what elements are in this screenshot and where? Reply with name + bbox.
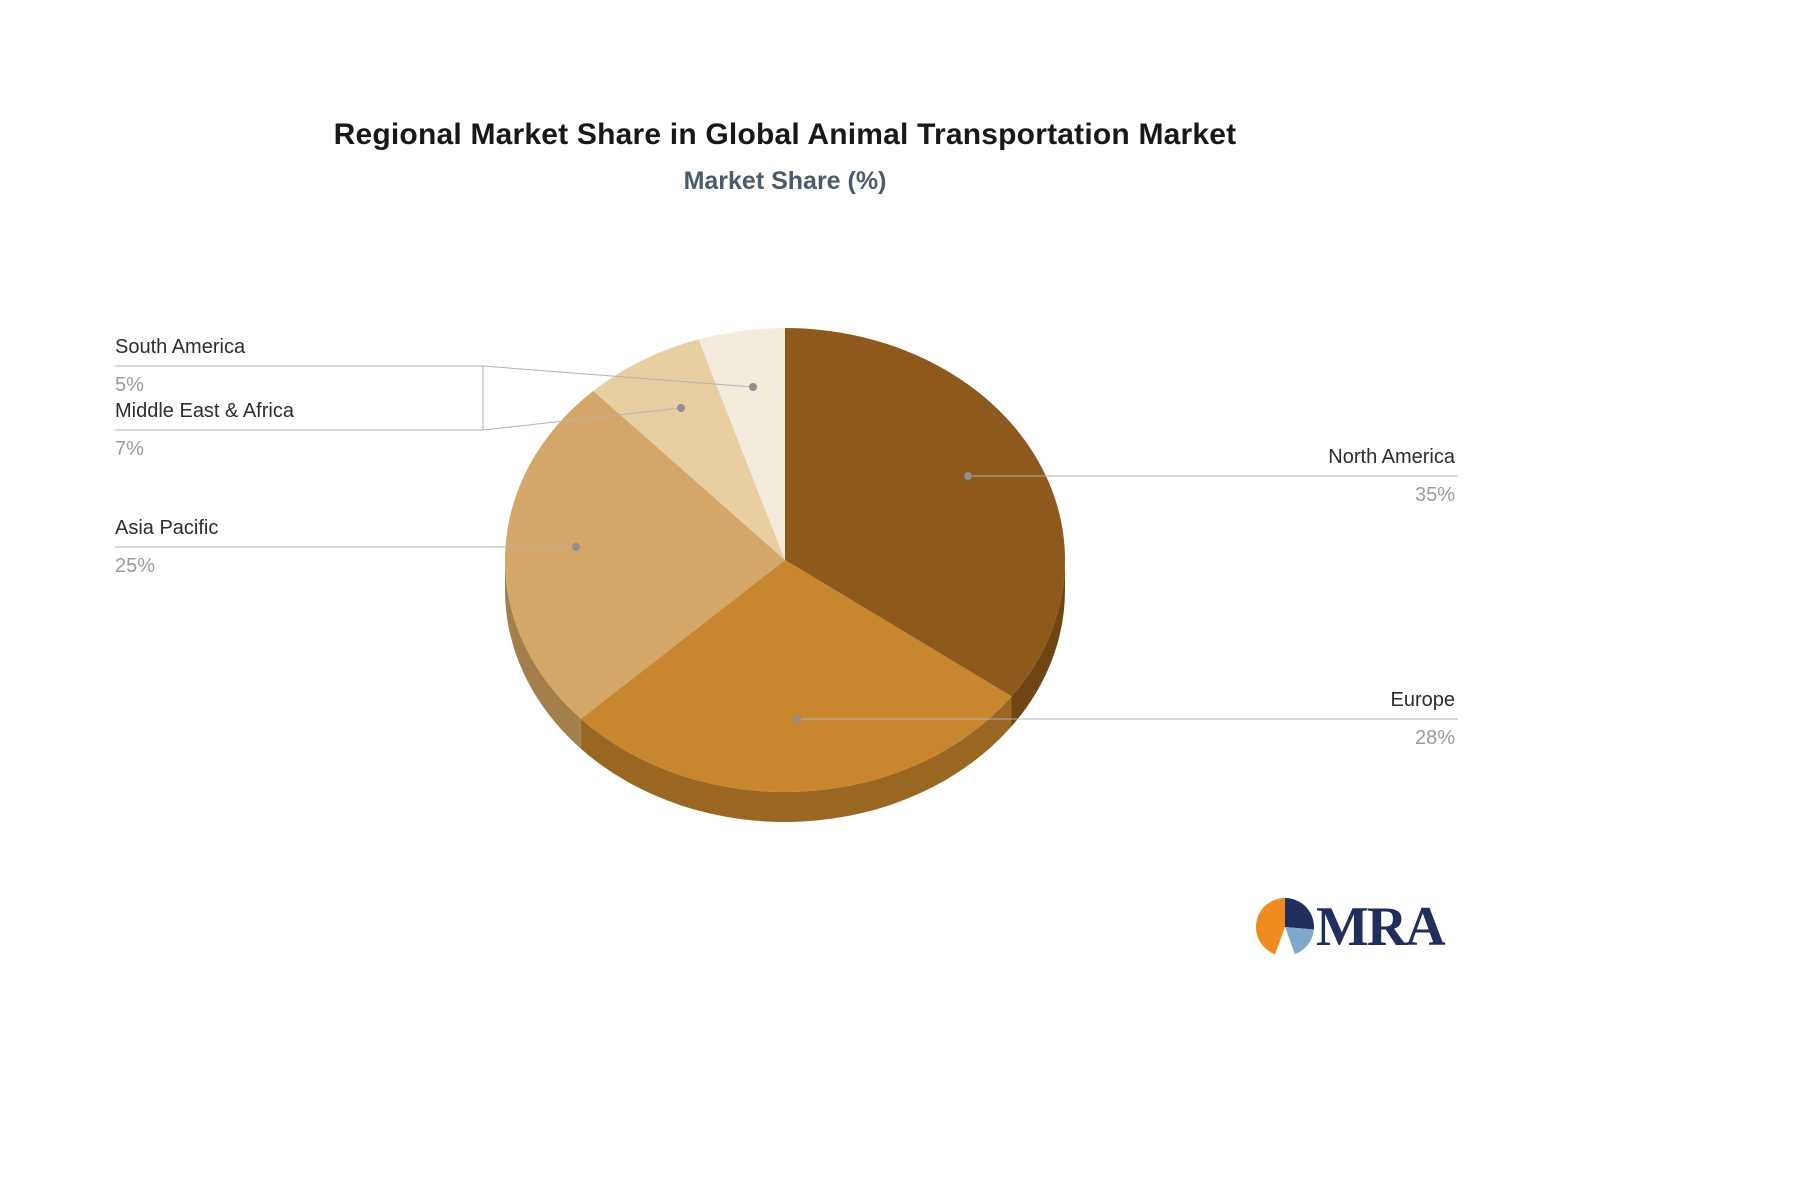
slice-value: 35% [1414, 484, 1455, 506]
label-europe: Europe 28% [1391, 687, 1456, 751]
pie-slice-asia-pacific [505, 390, 785, 719]
chart-title: Regional Market Share in Global Animal T… [333, 118, 1237, 151]
pie-slice-middle-east-africa [593, 339, 785, 560]
pie-slice-side-asia-pacific [505, 560, 581, 749]
leader-dot [964, 472, 972, 480]
leader-dot [749, 383, 757, 391]
pie-slice-north-america [785, 328, 1066, 697]
label-north-america: North America 35% [1328, 444, 1455, 508]
leader-dot [793, 715, 801, 723]
leader-line [482, 407, 682, 431]
mra-logo-text: MRA [1316, 896, 1446, 958]
slice-label: South America [115, 336, 246, 358]
pie-slice-south-america [698, 328, 785, 560]
mra-logo: MRA [1256, 896, 1446, 958]
mra-logo-icon [1256, 898, 1314, 955]
logo-wedge-orange [1256, 898, 1285, 955]
slice-value: 28% [1414, 727, 1455, 749]
logo-wedge-navy [1285, 898, 1314, 930]
logo-wedge-lightblue [1285, 927, 1314, 955]
leader-dot [572, 543, 580, 551]
label-asia-pacific: Asia Pacific 25% [115, 515, 218, 579]
label-middle-east-africa: Middle East & Africa 7% [115, 398, 294, 462]
slice-label: North America [1328, 446, 1455, 468]
slice-value: 7% [115, 438, 144, 460]
slice-label: Middle East & Africa [115, 400, 294, 422]
pie-slice-side-europe [580, 696, 1012, 822]
slice-value: 5% [115, 374, 144, 396]
pie-slice-europe [580, 560, 1012, 792]
chart-subtitle: Market Share (%) [683, 167, 887, 195]
slice-label: Asia Pacific [115, 517, 219, 539]
leader-dot [677, 404, 685, 412]
leader-line [482, 365, 754, 388]
slice-label: Europe [1390, 689, 1456, 711]
slice-value: 25% [115, 555, 156, 577]
label-south-america: South America 5% [115, 334, 245, 398]
pie-slice-side-north-america [1011, 560, 1065, 727]
